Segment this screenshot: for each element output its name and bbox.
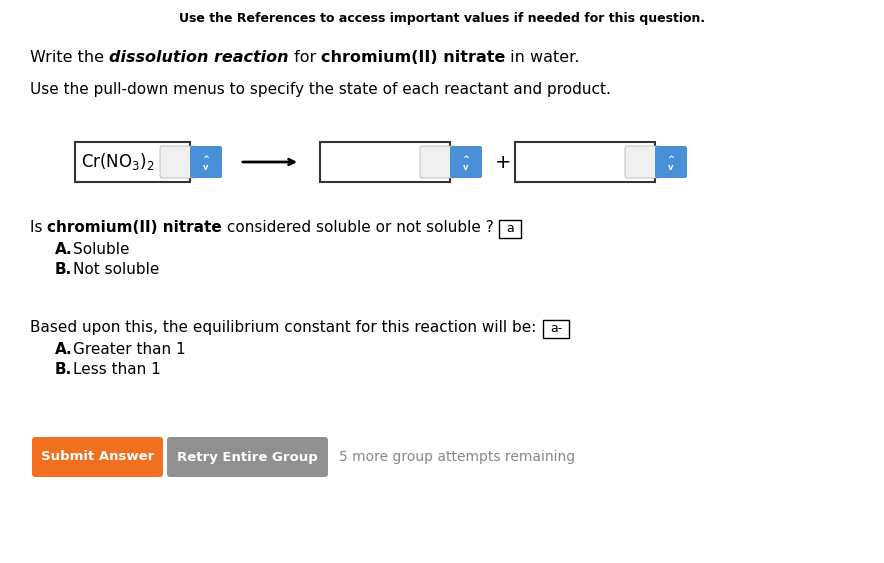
Text: Based upon this, the equilibrium constant for this reaction will be:: Based upon this, the equilibrium constan… (30, 320, 537, 335)
Text: A.: A. (55, 342, 72, 357)
Text: B.: B. (55, 362, 72, 377)
FancyBboxPatch shape (75, 142, 190, 182)
Text: Greater than 1: Greater than 1 (73, 342, 186, 357)
FancyBboxPatch shape (320, 142, 450, 182)
Text: Cr(NO$_3$)$_2$: Cr(NO$_3$)$_2$ (81, 151, 155, 172)
Text: Write the: Write the (30, 50, 109, 65)
Text: Not soluble: Not soluble (73, 262, 159, 277)
Text: chromium(II) nitrate: chromium(II) nitrate (48, 220, 222, 235)
FancyBboxPatch shape (655, 146, 687, 178)
Text: +: + (495, 153, 512, 172)
FancyBboxPatch shape (190, 146, 222, 178)
FancyBboxPatch shape (515, 142, 655, 182)
FancyBboxPatch shape (450, 146, 482, 178)
Text: v: v (668, 163, 674, 172)
Text: Retry Entire Group: Retry Entire Group (177, 450, 318, 463)
Text: Soluble: Soluble (73, 242, 129, 257)
FancyBboxPatch shape (420, 146, 456, 178)
Text: Use the pull-down menus to specify the state of each reactant and product.: Use the pull-down menus to specify the s… (30, 82, 611, 97)
Text: considered soluble or not soluble ?: considered soluble or not soluble ? (222, 220, 494, 235)
Text: v: v (203, 163, 209, 172)
Text: Is: Is (30, 220, 48, 235)
Text: ^: ^ (202, 155, 210, 164)
FancyBboxPatch shape (625, 146, 661, 178)
Text: a: a (506, 222, 514, 235)
FancyBboxPatch shape (544, 320, 569, 338)
Text: Use the References to access important values if needed for this question.: Use the References to access important v… (179, 12, 705, 25)
Text: for: for (288, 50, 321, 65)
Text: A.: A. (55, 242, 72, 257)
FancyBboxPatch shape (32, 437, 163, 477)
Text: in water.: in water. (506, 50, 580, 65)
FancyBboxPatch shape (160, 146, 196, 178)
Text: 5 more group attempts remaining: 5 more group attempts remaining (339, 450, 575, 464)
Text: ^: ^ (462, 155, 469, 164)
FancyBboxPatch shape (167, 437, 328, 477)
Text: Less than 1: Less than 1 (73, 362, 161, 377)
Text: ^: ^ (667, 155, 674, 164)
FancyBboxPatch shape (499, 220, 521, 238)
Text: a-: a- (550, 323, 562, 336)
Text: v: v (463, 163, 469, 172)
Text: B.: B. (55, 262, 72, 277)
Text: chromium(II) nitrate: chromium(II) nitrate (321, 50, 506, 65)
Text: dissolution reaction: dissolution reaction (109, 50, 288, 65)
Text: Submit Answer: Submit Answer (41, 450, 154, 463)
